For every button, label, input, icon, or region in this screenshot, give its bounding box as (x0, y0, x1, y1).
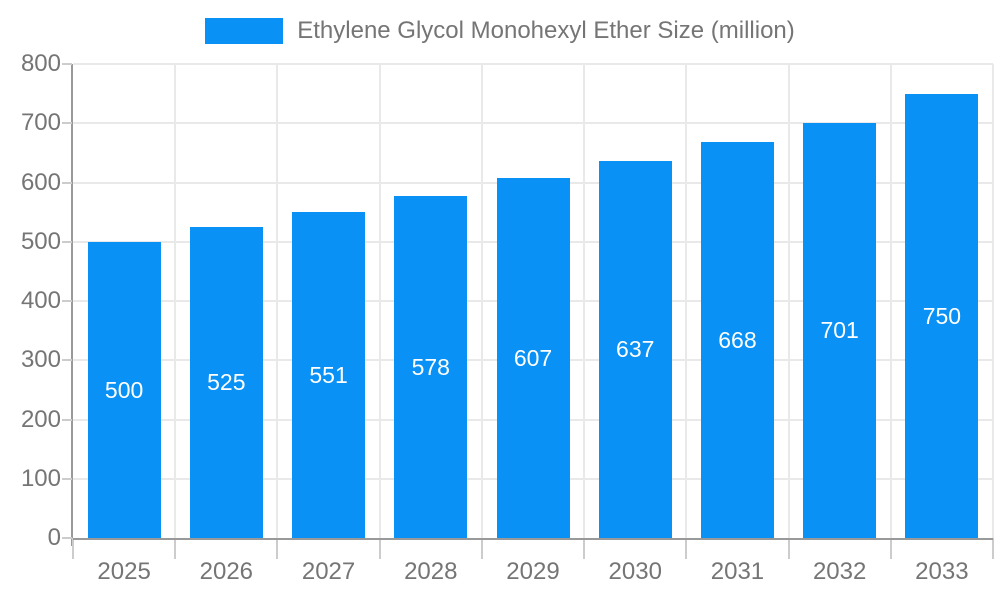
y-tick-mark (62, 240, 72, 243)
gridline-vertical (685, 64, 688, 538)
gridline-vertical (480, 64, 483, 538)
bar-2028 (394, 195, 468, 538)
x-tick-label: 2033 (915, 558, 969, 585)
x-tick-label: 2031 (710, 558, 765, 585)
bar-2030 (598, 160, 672, 538)
gridline-horizontal (73, 122, 993, 125)
x-tick-mark (174, 538, 177, 559)
bar-value-label: 551 (309, 361, 348, 388)
bar-2032 (803, 122, 877, 538)
x-tick-label: 2025 (97, 558, 151, 585)
legend-swatch (205, 18, 284, 44)
bar-2027 (292, 211, 366, 538)
bar-value-label: 525 (207, 369, 246, 396)
bar-value-label: 750 (922, 302, 962, 329)
bar-2025 (87, 241, 161, 538)
y-tick-mark (62, 181, 72, 184)
x-tick-mark (787, 538, 790, 559)
bar-value-label: 668 (718, 327, 757, 354)
y-tick-mark (62, 359, 72, 362)
bar-value-label: 500 (104, 376, 144, 403)
bar-2026 (189, 226, 263, 538)
x-tick-mark (480, 538, 483, 559)
y-tick-label: 200 (20, 405, 61, 433)
gridline-horizontal (73, 63, 993, 65)
y-tick-mark (62, 122, 72, 125)
y-tick-label: 0 (47, 524, 61, 551)
bar-value-label: 607 (513, 345, 553, 372)
x-tick-label: 2026 (199, 558, 254, 585)
x-tick-mark (992, 538, 994, 559)
bar-2033 (905, 93, 979, 538)
y-tick-mark (62, 300, 72, 302)
y-axis-labels: 0 100 200 300 400 500 600 700 800 (0, 52, 61, 550)
x-tick-mark (583, 538, 586, 559)
x-tick-label: 2029 (506, 558, 560, 585)
y-tick-label: 500 (20, 227, 61, 255)
y-tick-mark (62, 537, 72, 539)
plot-area: 500 525 551 578 607 637 668 701 750 (71, 63, 994, 546)
y-tick-mark (62, 477, 72, 480)
bar-value-label: 701 (820, 317, 859, 344)
gridline-vertical (992, 64, 994, 538)
bar-value-label: 637 (616, 336, 655, 363)
x-tick-label: 2027 (301, 558, 356, 585)
bar-2031 (700, 142, 774, 538)
y-tick-label: 800 (20, 50, 61, 77)
x-axis-labels: 2025 2026 2027 2028 2029 2030 2031 2032 2033 (73, 558, 993, 592)
bar-2029 (496, 178, 570, 538)
legend: Ethylene Glycol Monohexyl Ether Size (mi… (0, 16, 1000, 46)
x-tick-mark (378, 538, 381, 559)
x-tick-mark (276, 538, 279, 559)
gridline-vertical (378, 64, 381, 538)
y-tick-mark (62, 63, 72, 65)
y-tick-label: 100 (20, 464, 61, 492)
gridline-vertical (174, 64, 177, 538)
y-tick-label: 300 (20, 346, 61, 374)
y-tick-label: 600 (20, 168, 61, 196)
x-tick-label: 2032 (812, 558, 867, 585)
gridline-vertical (889, 64, 892, 538)
bar-value-label: 578 (411, 353, 450, 380)
gridline-vertical (276, 64, 279, 538)
gridline-vertical (583, 64, 586, 538)
x-tick-mark (889, 538, 892, 559)
x-tick-mark (72, 538, 74, 559)
gridline-vertical (787, 64, 790, 538)
legend-label: Ethylene Glycol Monohexyl Ether Size (mi… (297, 17, 795, 44)
x-tick-label: 2030 (608, 558, 662, 585)
y-tick-label: 400 (20, 287, 61, 314)
y-tick-mark (62, 418, 72, 421)
x-tick-label: 2028 (404, 558, 458, 585)
y-tick-label: 700 (20, 109, 61, 137)
y-axis-line (71, 64, 73, 546)
x-tick-mark (685, 538, 688, 559)
x-axis-line (73, 538, 993, 540)
